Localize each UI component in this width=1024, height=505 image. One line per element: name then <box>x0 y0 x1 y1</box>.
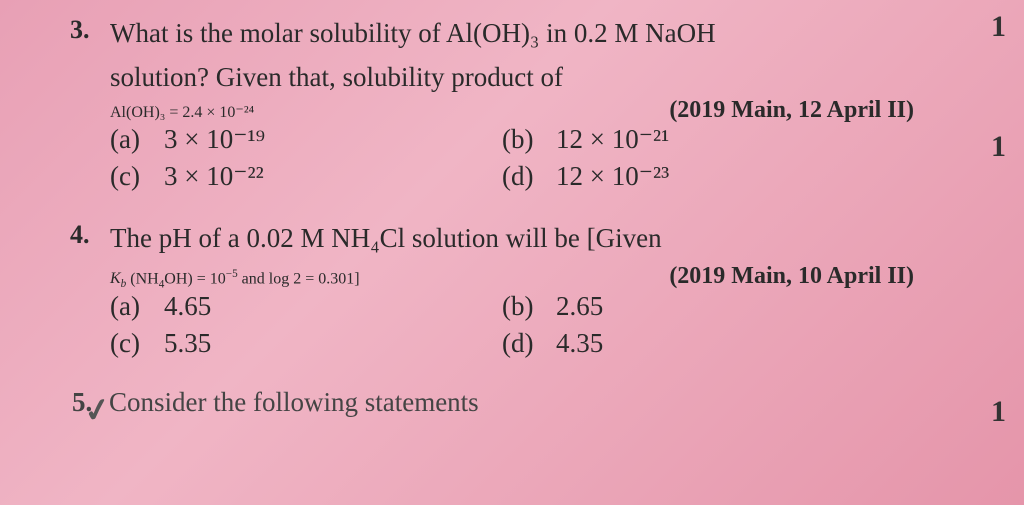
option-4d-text: 4.35 <box>556 328 603 359</box>
option-3a-label: (a) <box>110 124 156 155</box>
question-3-line3: Al(OH)₃ = 2.4 × 10⁻²⁴ <box>110 102 254 122</box>
option-3b[interactable]: (b) 12 × 10⁻²¹ <box>502 124 874 155</box>
option-3a[interactable]: (a) 3 × 10⁻¹⁹ <box>110 124 482 155</box>
option-4b[interactable]: (b) 2.65 <box>502 291 874 322</box>
margin-digit-3: 1 <box>991 395 1006 429</box>
question-3-source: (2019 Main, 12 April II) <box>669 97 994 124</box>
question-4-source: (2019 Main, 10 April II) <box>669 263 994 290</box>
question-4-line2: Kb (NH4OH) = 10−5 and log 2 = 0.301] <box>110 268 360 291</box>
option-4c[interactable]: (c) 5.35 <box>110 328 482 359</box>
question-3-header: 3. What is the molar solubility of Al(OH… <box>70 15 994 53</box>
question-3-line2: solution? Given that, solubility product… <box>110 59 994 97</box>
option-3c-label: (c) <box>110 161 156 192</box>
option-3b-text: 12 × 10⁻²¹ <box>556 124 669 155</box>
option-3a-text: 3 × 10⁻¹⁹ <box>164 124 265 155</box>
question-3: 3. What is the molar solubility of Al(OH… <box>70 15 994 192</box>
option-3d-label: (d) <box>502 161 548 192</box>
question-4: 4. The pH of a 0.02 M NH₄Cl solution wil… <box>70 220 994 359</box>
option-4c-label: (c) <box>110 328 156 359</box>
question-4-options: (a) 4.65 (b) 2.65 (c) 5.35 (d) 4.35 <box>110 291 994 359</box>
question-4-number: 4. <box>70 220 98 250</box>
option-4b-label: (b) <box>502 291 548 322</box>
question-5-partial: 5. Consider the following statements <box>72 387 994 418</box>
option-4d[interactable]: (d) 4.35 <box>502 328 874 359</box>
question-5-text: Consider the following statements <box>109 387 479 417</box>
margin-digit-1: 1 <box>991 10 1006 44</box>
question-3-line1: What is the molar solubility of Al(OH)₃ … <box>110 15 994 53</box>
option-4a-text: 4.65 <box>164 291 211 322</box>
option-3b-label: (b) <box>502 124 548 155</box>
question-4-line1: The pH of a 0.02 M NH₄Cl solution will b… <box>110 220 994 258</box>
option-4b-text: 2.65 <box>556 291 603 322</box>
option-3d[interactable]: (d) 12 × 10⁻²³ <box>502 161 874 192</box>
option-3c-text: 3 × 10⁻²² <box>164 161 264 192</box>
question-3-options: (a) 3 × 10⁻¹⁹ (b) 12 × 10⁻²¹ (c) 3 × 10⁻… <box>110 124 994 192</box>
margin-digit-2: 1 <box>991 130 1006 164</box>
option-4c-text: 5.35 <box>164 328 211 359</box>
question-4-header: 4. The pH of a 0.02 M NH₄Cl solution wil… <box>70 220 994 258</box>
option-3c[interactable]: (c) 3 × 10⁻²² <box>110 161 482 192</box>
option-4d-label: (d) <box>502 328 548 359</box>
question-3-number: 3. <box>70 15 98 45</box>
option-4a-label: (a) <box>110 291 156 322</box>
option-4a[interactable]: (a) 4.65 <box>110 291 482 322</box>
option-3d-text: 12 × 10⁻²³ <box>556 161 669 192</box>
